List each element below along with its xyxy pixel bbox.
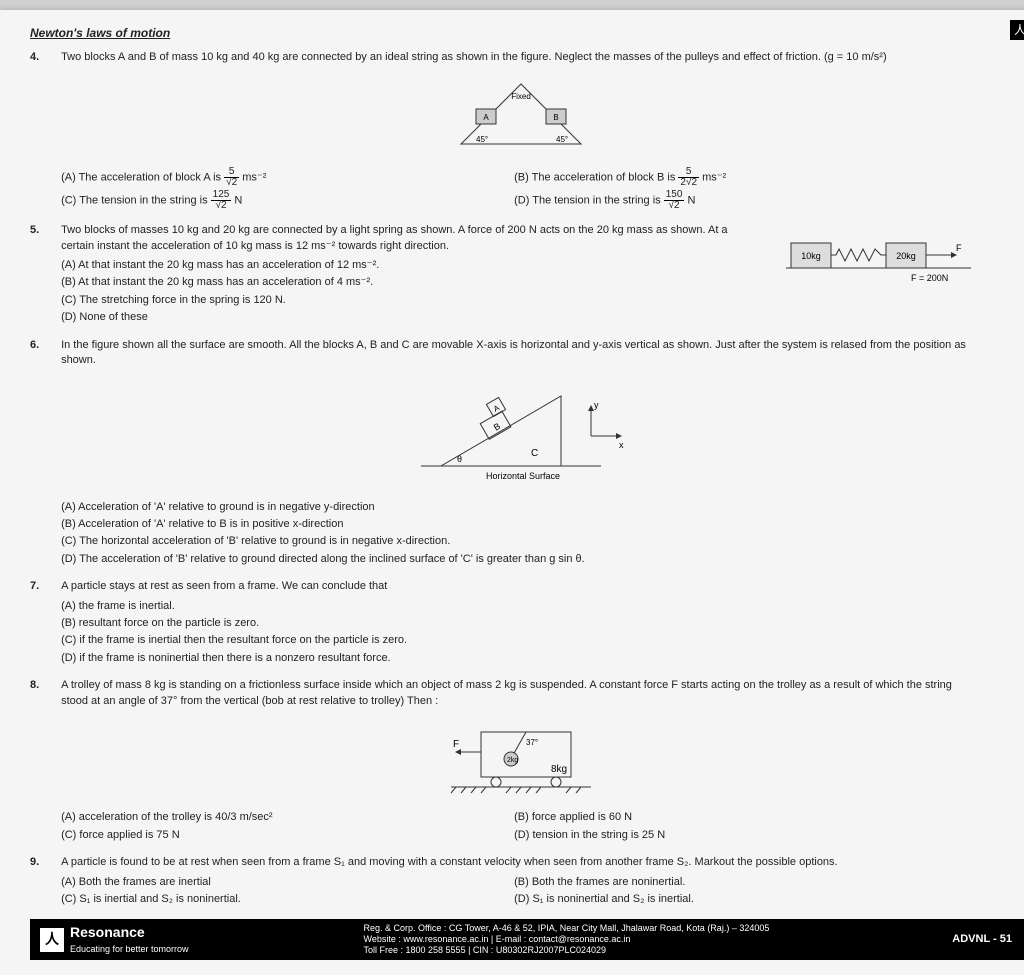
svg-text:Fixed: Fixed	[511, 92, 531, 101]
m1-label: 10kg	[801, 251, 821, 261]
q5-number: 5.	[30, 223, 58, 238]
q8-number: 8.	[30, 678, 58, 693]
spring-blocks-icon: 10kg 20kg F F = 200N	[781, 223, 981, 283]
q6-diagram: C B A θ Horizontal Surface y x	[61, 376, 981, 491]
q7-opt-b: (B) resultant force on the particle is z…	[61, 616, 981, 631]
question-6: 6. In the figure shown all the surface a…	[30, 338, 1024, 570]
q6-opt-a: (A) Acceleration of 'A' relative to grou…	[61, 500, 981, 515]
svg-text:45°: 45°	[556, 135, 568, 144]
q7-opt-a: (A) the frame is inertial.	[61, 599, 981, 614]
q7-text: A particle stays at rest as seen from a …	[61, 580, 387, 592]
force-label: F = 200N	[911, 273, 948, 283]
q9-options: (A) Both the frames are inertial (B) Bot…	[61, 875, 981, 910]
q6-number: 6.	[30, 338, 58, 353]
svg-text:Horizontal Surface: Horizontal Surface	[486, 471, 560, 481]
q9-body: A particle is found to be at rest when s…	[61, 855, 981, 909]
footer: 人 Resonance Educating for better tomorro…	[30, 919, 1024, 959]
brand-logo-icon: 人	[40, 928, 64, 952]
q5-opt-d: (D) None of these	[61, 310, 761, 325]
q5-opt-a: (A) At that instant the 20 kg mass has a…	[61, 258, 761, 273]
svg-text:C: C	[531, 448, 538, 459]
footer-toll: Toll Free : 1800 258 5555 | CIN : U80302…	[364, 945, 770, 956]
svg-text:2kg: 2kg	[507, 757, 518, 764]
q6-opt-d: (D) The acceleration of 'B' relative to …	[61, 552, 981, 567]
q4-diagram: A B Fixed 45° 45°	[61, 74, 981, 159]
incline-blocks-icon: C B A θ Horizontal Surface y x	[401, 376, 641, 486]
q8-options: (A) acceleration of the trolley is 40/3 …	[61, 810, 981, 845]
footer-website: Website : www.resonance.ac.in | E-mail :…	[364, 934, 770, 945]
q4-opt-a: (A) The acceleration of block A is 5√2 m…	[61, 167, 511, 188]
f-label: F	[956, 243, 962, 253]
q7-number: 7.	[30, 579, 58, 594]
q9-opt-a: (A) Both the frames are inertial	[61, 875, 511, 890]
brand-icon: 人	[1010, 20, 1024, 40]
m2-label: 20kg	[896, 251, 916, 261]
q5-text: Two blocks of masses 10 kg and 20 kg are…	[61, 224, 728, 251]
q7-opt-d: (D) if the frame is noninertial then the…	[61, 651, 981, 666]
brand-name: Resonance	[70, 923, 189, 943]
question-4: 4. Two blocks A and B of mass 10 kg and …	[30, 50, 1024, 213]
q4-number: 4.	[30, 50, 58, 65]
q7-opt-c: (C) if the frame is inertial then the re…	[61, 633, 981, 648]
q8-text: A trolley of mass 8 kg is standing on a …	[61, 679, 952, 706]
q6-options: (A) Acceleration of 'A' relative to grou…	[61, 500, 981, 568]
header: Newton's laws of motion	[30, 25, 1024, 42]
footer-brand: 人 Resonance Educating for better tomorro…	[40, 923, 189, 955]
q6-body: In the figure shown all the surface are …	[61, 338, 981, 570]
question-5: 5. Two blocks of masses 10 kg and 20 kg …	[30, 223, 1024, 327]
q4-body: Two blocks A and B of mass 10 kg and 40 …	[61, 50, 981, 213]
q4-options: (A) The acceleration of block A is 5√2 m…	[61, 167, 981, 213]
svg-text:θ: θ	[457, 454, 462, 464]
footer-address: Reg. & Corp. Office : CG Tower, A-46 & 5…	[364, 923, 770, 934]
q9-text: A particle is found to be at rest when s…	[61, 856, 838, 868]
q7-body: A particle stays at rest as seen from a …	[61, 579, 981, 668]
svg-text:B: B	[553, 113, 558, 122]
q4-opt-c: (C) The tension in the string is 125√2 N	[61, 190, 511, 211]
svg-text:F: F	[453, 739, 459, 750]
page-number: ADVNL - 51	[944, 930, 1020, 949]
q4-opt-d: (D) The tension in the string is 150√2 N	[514, 190, 964, 211]
q9-opt-d: (D) S₁ is noninertial and S₂ is inertial…	[514, 892, 964, 907]
q6-text: In the figure shown all the surface are …	[61, 339, 966, 366]
q9-opt-c: (C) S₁ is inertial and S₂ is noninertial…	[61, 892, 511, 907]
q9-number: 9.	[30, 855, 58, 870]
q5-opt-b: (B) At that instant the 20 kg mass has a…	[61, 275, 761, 290]
q8-opt-d: (D) tension in the string is 25 N	[514, 828, 964, 843]
svg-text:45°: 45°	[476, 135, 488, 144]
footer-contact: Reg. & Corp. Office : CG Tower, A-46 & 5…	[364, 923, 770, 955]
page: 人 Newton's laws of motion 4. Two blocks …	[0, 10, 1024, 975]
q7-options: (A) the frame is inertial. (B) resultant…	[61, 599, 981, 667]
svg-text:8kg: 8kg	[551, 764, 567, 775]
question-7: 7. A particle stays at rest as seen from…	[30, 579, 1024, 668]
q8-opt-c: (C) force applied is 75 N	[61, 828, 511, 843]
svg-text:37°: 37°	[526, 738, 538, 747]
question-8: 8. A trolley of mass 8 kg is standing on…	[30, 678, 1024, 845]
question-9: 9. A particle is found to be at rest whe…	[30, 855, 1024, 909]
q9-opt-b: (B) Both the frames are noninertial.	[514, 875, 964, 890]
svg-text:y: y	[594, 400, 599, 410]
q4-opt-b: (B) The acceleration of block B is 52√2 …	[514, 167, 964, 188]
svg-text:A: A	[483, 113, 489, 122]
q5-options: (A) At that instant the 20 kg mass has a…	[61, 258, 761, 326]
q8-opt-b: (B) force applied is 60 N	[514, 810, 964, 825]
svg-text:x: x	[619, 440, 624, 450]
q8-body: A trolley of mass 8 kg is standing on a …	[61, 678, 981, 845]
q6-opt-c: (C) The horizontal acceleration of 'B' r…	[61, 534, 981, 549]
q8-opt-a: (A) acceleration of the trolley is 40/3 …	[61, 810, 511, 825]
pulley-diagram-icon: A B Fixed 45° 45°	[421, 74, 621, 154]
section-title: Newton's laws of motion	[30, 26, 170, 40]
q8-diagram: 8kg 37° 2kg F	[61, 717, 981, 802]
q5-body: Two blocks of masses 10 kg and 20 kg are…	[61, 223, 981, 327]
brand-tagline: Educating for better tomorrow	[70, 943, 189, 956]
q5-opt-c: (C) The stretching force in the spring i…	[61, 293, 761, 308]
trolley-icon: 8kg 37° 2kg F	[431, 717, 611, 797]
q5-diagram: 10kg 20kg F F = 200N	[781, 223, 981, 327]
q4-intro: Two blocks A and B of mass 10 kg and 40 …	[61, 51, 887, 63]
q6-opt-b: (B) Acceleration of 'A' relative to B is…	[61, 517, 981, 532]
